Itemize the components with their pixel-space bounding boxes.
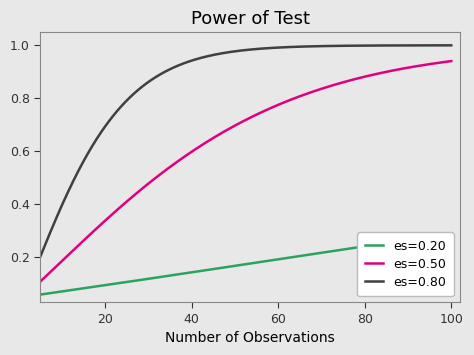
es=0.50 bbox=[281, 100, 286, 105]
es=0.50 bbox=[448, 59, 454, 63]
es=0.50 bbox=[37, 280, 43, 284]
es=0.80 bbox=[282, 45, 288, 49]
Title: Power of Test: Power of Test bbox=[191, 10, 310, 28]
es=0.80 bbox=[39, 252, 45, 256]
es=0.80 bbox=[384, 43, 390, 48]
es=0.80 bbox=[410, 43, 416, 48]
es=0.20 bbox=[410, 237, 416, 241]
es=0.50 bbox=[384, 70, 390, 74]
es=0.50 bbox=[39, 278, 45, 283]
es=0.50 bbox=[410, 65, 416, 69]
es=0.80 bbox=[37, 255, 43, 259]
Legend: es=0.20, es=0.50, es=0.80: es=0.20, es=0.50, es=0.80 bbox=[357, 232, 454, 296]
Line: es=0.20: es=0.20 bbox=[40, 233, 451, 295]
es=0.20 bbox=[289, 255, 295, 260]
es=0.50 bbox=[282, 100, 288, 104]
es=0.80 bbox=[448, 43, 454, 48]
es=0.80 bbox=[289, 45, 295, 49]
X-axis label: Number of Observations: Number of Observations bbox=[165, 331, 335, 345]
es=0.20 bbox=[281, 256, 286, 261]
es=0.20 bbox=[384, 241, 390, 245]
es=0.20 bbox=[39, 292, 45, 296]
Line: es=0.50: es=0.50 bbox=[40, 61, 451, 282]
es=0.20 bbox=[282, 256, 288, 261]
es=0.50 bbox=[289, 97, 295, 102]
Line: es=0.80: es=0.80 bbox=[40, 45, 451, 257]
es=0.80 bbox=[281, 45, 286, 49]
es=0.20 bbox=[448, 231, 454, 235]
es=0.20 bbox=[37, 293, 43, 297]
